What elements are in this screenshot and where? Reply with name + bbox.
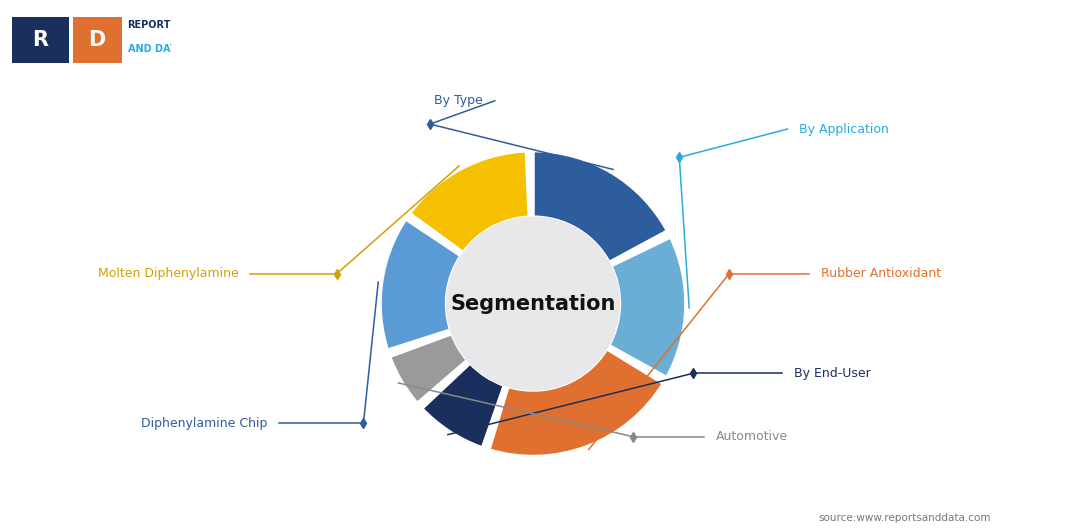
Text: Automotive: Automotive — [716, 430, 788, 443]
Text: D: D — [88, 30, 106, 50]
Wedge shape — [422, 363, 504, 448]
Text: By Type: By Type — [434, 95, 483, 107]
FancyBboxPatch shape — [12, 17, 69, 63]
Text: Molten Diphenylamine: Molten Diphenylamine — [98, 267, 239, 280]
Text: R: R — [32, 30, 49, 50]
Text: By Application: By Application — [798, 122, 889, 136]
Text: Segmentation: Segmentation — [450, 294, 616, 314]
Circle shape — [447, 217, 619, 390]
Text: AND DATA: AND DATA — [128, 44, 183, 54]
Wedge shape — [489, 348, 663, 457]
Wedge shape — [381, 219, 461, 350]
Text: REPORTS: REPORTS — [128, 21, 178, 30]
Wedge shape — [389, 334, 468, 403]
Text: Diphenylamine Chip: Diphenylamine Chip — [141, 417, 268, 430]
FancyBboxPatch shape — [72, 17, 122, 63]
Polygon shape — [171, 0, 207, 84]
Text: By End-User: By End-User — [794, 367, 871, 380]
Text: source:www.reportsanddata.com: source:www.reportsanddata.com — [819, 513, 991, 523]
Wedge shape — [533, 150, 667, 262]
Wedge shape — [609, 237, 685, 378]
Wedge shape — [409, 151, 529, 252]
Text: Global Diphenylamine Market : Product type Dynamics (USD Million): Global Diphenylamine Market : Product ty… — [215, 33, 887, 51]
Text: Rubber Antioxidant: Rubber Antioxidant — [821, 267, 940, 280]
